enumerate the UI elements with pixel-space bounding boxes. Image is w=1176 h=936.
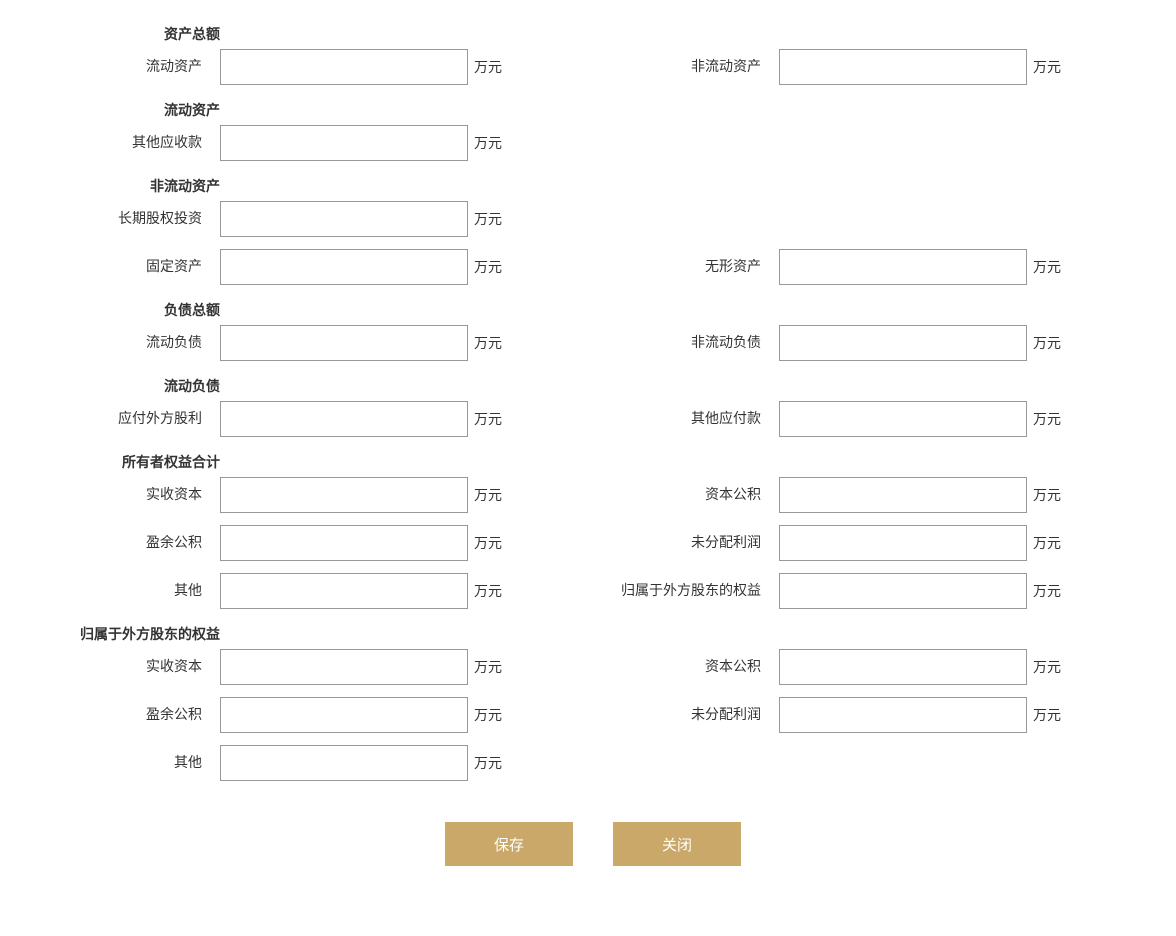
input-undistributed-profit[interactable] (779, 525, 1027, 561)
input-fse-undistributed-profit[interactable] (779, 697, 1027, 733)
label-other: 其他 (10, 581, 220, 601)
section-header-owners-equity: 所有者权益合计 (10, 448, 220, 476)
row-fse-surplus-reserve-undistributed-profit: 盈余公积 万元 未分配利润 万元 (10, 696, 1176, 734)
input-foreign-shareholder-equity[interactable] (779, 573, 1027, 609)
row-paid-in-capital-capital-reserve: 实收资本 万元 资本公积 万元 (10, 476, 1176, 514)
input-non-current-liabilities[interactable] (779, 325, 1027, 361)
label-long-term-equity: 长期股权投资 (10, 209, 220, 229)
unit-foreign-shareholder-equity: 万元 (1033, 581, 1073, 601)
label-non-current-liabilities: 非流动负债 (514, 333, 779, 353)
label-fse-paid-in-capital: 实收资本 (10, 657, 220, 677)
input-other-receivables[interactable] (220, 125, 468, 161)
save-button[interactable]: 保存 (445, 822, 573, 866)
input-fse-paid-in-capital[interactable] (220, 649, 468, 685)
unit-other: 万元 (474, 581, 514, 601)
label-other-payables: 其他应付款 (514, 409, 779, 429)
row-other-receivables: 其他应收款 万元 (10, 124, 1176, 162)
input-paid-in-capital[interactable] (220, 477, 468, 513)
input-other[interactable] (220, 573, 468, 609)
unit-fse-undistributed-profit: 万元 (1033, 705, 1073, 725)
label-intangible-assets: 无形资产 (514, 257, 779, 277)
input-fixed-assets[interactable] (220, 249, 468, 285)
section-header-non-current-assets: 非流动资产 (10, 172, 220, 200)
row-fse-other: 其他 万元 (10, 744, 1176, 782)
row-other-foreign-equity: 其他 万元 归属于外方股东的权益 万元 (10, 572, 1176, 610)
unit-other-payables: 万元 (1033, 409, 1073, 429)
input-long-term-equity[interactable] (220, 201, 468, 237)
label-foreign-dividends-payable: 应付外方股利 (10, 409, 220, 429)
label-current-assets: 流动资产 (10, 57, 220, 77)
section-header-foreign-shareholder-equity: 归属于外方股东的权益 (10, 620, 220, 648)
row-fse-paid-in-capital-capital-reserve: 实收资本 万元 资本公积 万元 (10, 648, 1176, 686)
row-long-term-equity: 长期股权投资 万元 (10, 200, 1176, 238)
input-surplus-reserve[interactable] (220, 525, 468, 561)
unit-paid-in-capital: 万元 (474, 485, 514, 505)
unit-fse-capital-reserve: 万元 (1033, 657, 1073, 677)
row-current-non-current-assets: 流动资产 万元 非流动资产 万元 (10, 48, 1176, 86)
input-capital-reserve[interactable] (779, 477, 1027, 513)
label-fse-other: 其他 (10, 753, 220, 773)
label-capital-reserve: 资本公积 (514, 485, 779, 505)
unit-current-liabilities: 万元 (474, 333, 514, 353)
financial-form: 资产总额 流动资产 万元 非流动资产 万元 流动资产 其他应收款 万元 非流动资… (10, 20, 1176, 866)
unit-other-receivables: 万元 (474, 133, 514, 153)
input-non-current-assets[interactable] (779, 49, 1027, 85)
label-foreign-shareholder-equity: 归属于外方股东的权益 (514, 581, 779, 601)
input-fse-surplus-reserve[interactable] (220, 697, 468, 733)
unit-fixed-assets: 万元 (474, 257, 514, 277)
button-row: 保存 关闭 (10, 822, 1176, 866)
unit-long-term-equity: 万元 (474, 209, 514, 229)
unit-current-assets: 万元 (474, 57, 514, 77)
unit-non-current-assets: 万元 (1033, 57, 1073, 77)
input-fse-other[interactable] (220, 745, 468, 781)
label-other-receivables: 其他应收款 (10, 133, 220, 153)
row-foreign-dividends-other-payables: 应付外方股利 万元 其他应付款 万元 (10, 400, 1176, 438)
label-fse-capital-reserve: 资本公积 (514, 657, 779, 677)
section-header-total-liabilities: 负债总额 (10, 296, 220, 324)
input-fse-capital-reserve[interactable] (779, 649, 1027, 685)
unit-fse-other: 万元 (474, 753, 514, 773)
unit-fse-surplus-reserve: 万元 (474, 705, 514, 725)
row-current-non-current-liabilities: 流动负债 万元 非流动负债 万元 (10, 324, 1176, 362)
unit-surplus-reserve: 万元 (474, 533, 514, 553)
input-intangible-assets[interactable] (779, 249, 1027, 285)
label-fixed-assets: 固定资产 (10, 257, 220, 277)
section-header-current-liabilities: 流动负债 (10, 372, 220, 400)
label-fse-surplus-reserve: 盈余公积 (10, 705, 220, 725)
close-button[interactable]: 关闭 (613, 822, 741, 866)
input-current-assets[interactable] (220, 49, 468, 85)
unit-foreign-dividends-payable: 万元 (474, 409, 514, 429)
label-surplus-reserve: 盈余公积 (10, 533, 220, 553)
label-fse-undistributed-profit: 未分配利润 (514, 705, 779, 725)
row-fixed-intangible-assets: 固定资产 万元 无形资产 万元 (10, 248, 1176, 286)
unit-undistributed-profit: 万元 (1033, 533, 1073, 553)
unit-non-current-liabilities: 万元 (1033, 333, 1073, 353)
input-current-liabilities[interactable] (220, 325, 468, 361)
unit-capital-reserve: 万元 (1033, 485, 1073, 505)
label-paid-in-capital: 实收资本 (10, 485, 220, 505)
section-header-current-assets: 流动资产 (10, 96, 220, 124)
unit-intangible-assets: 万元 (1033, 257, 1073, 277)
label-undistributed-profit: 未分配利润 (514, 533, 779, 553)
row-surplus-reserve-undistributed-profit: 盈余公积 万元 未分配利润 万元 (10, 524, 1176, 562)
label-current-liabilities: 流动负债 (10, 333, 220, 353)
section-header-total-assets: 资产总额 (10, 20, 220, 48)
input-foreign-dividends-payable[interactable] (220, 401, 468, 437)
unit-fse-paid-in-capital: 万元 (474, 657, 514, 677)
input-other-payables[interactable] (779, 401, 1027, 437)
label-non-current-assets: 非流动资产 (514, 57, 779, 77)
